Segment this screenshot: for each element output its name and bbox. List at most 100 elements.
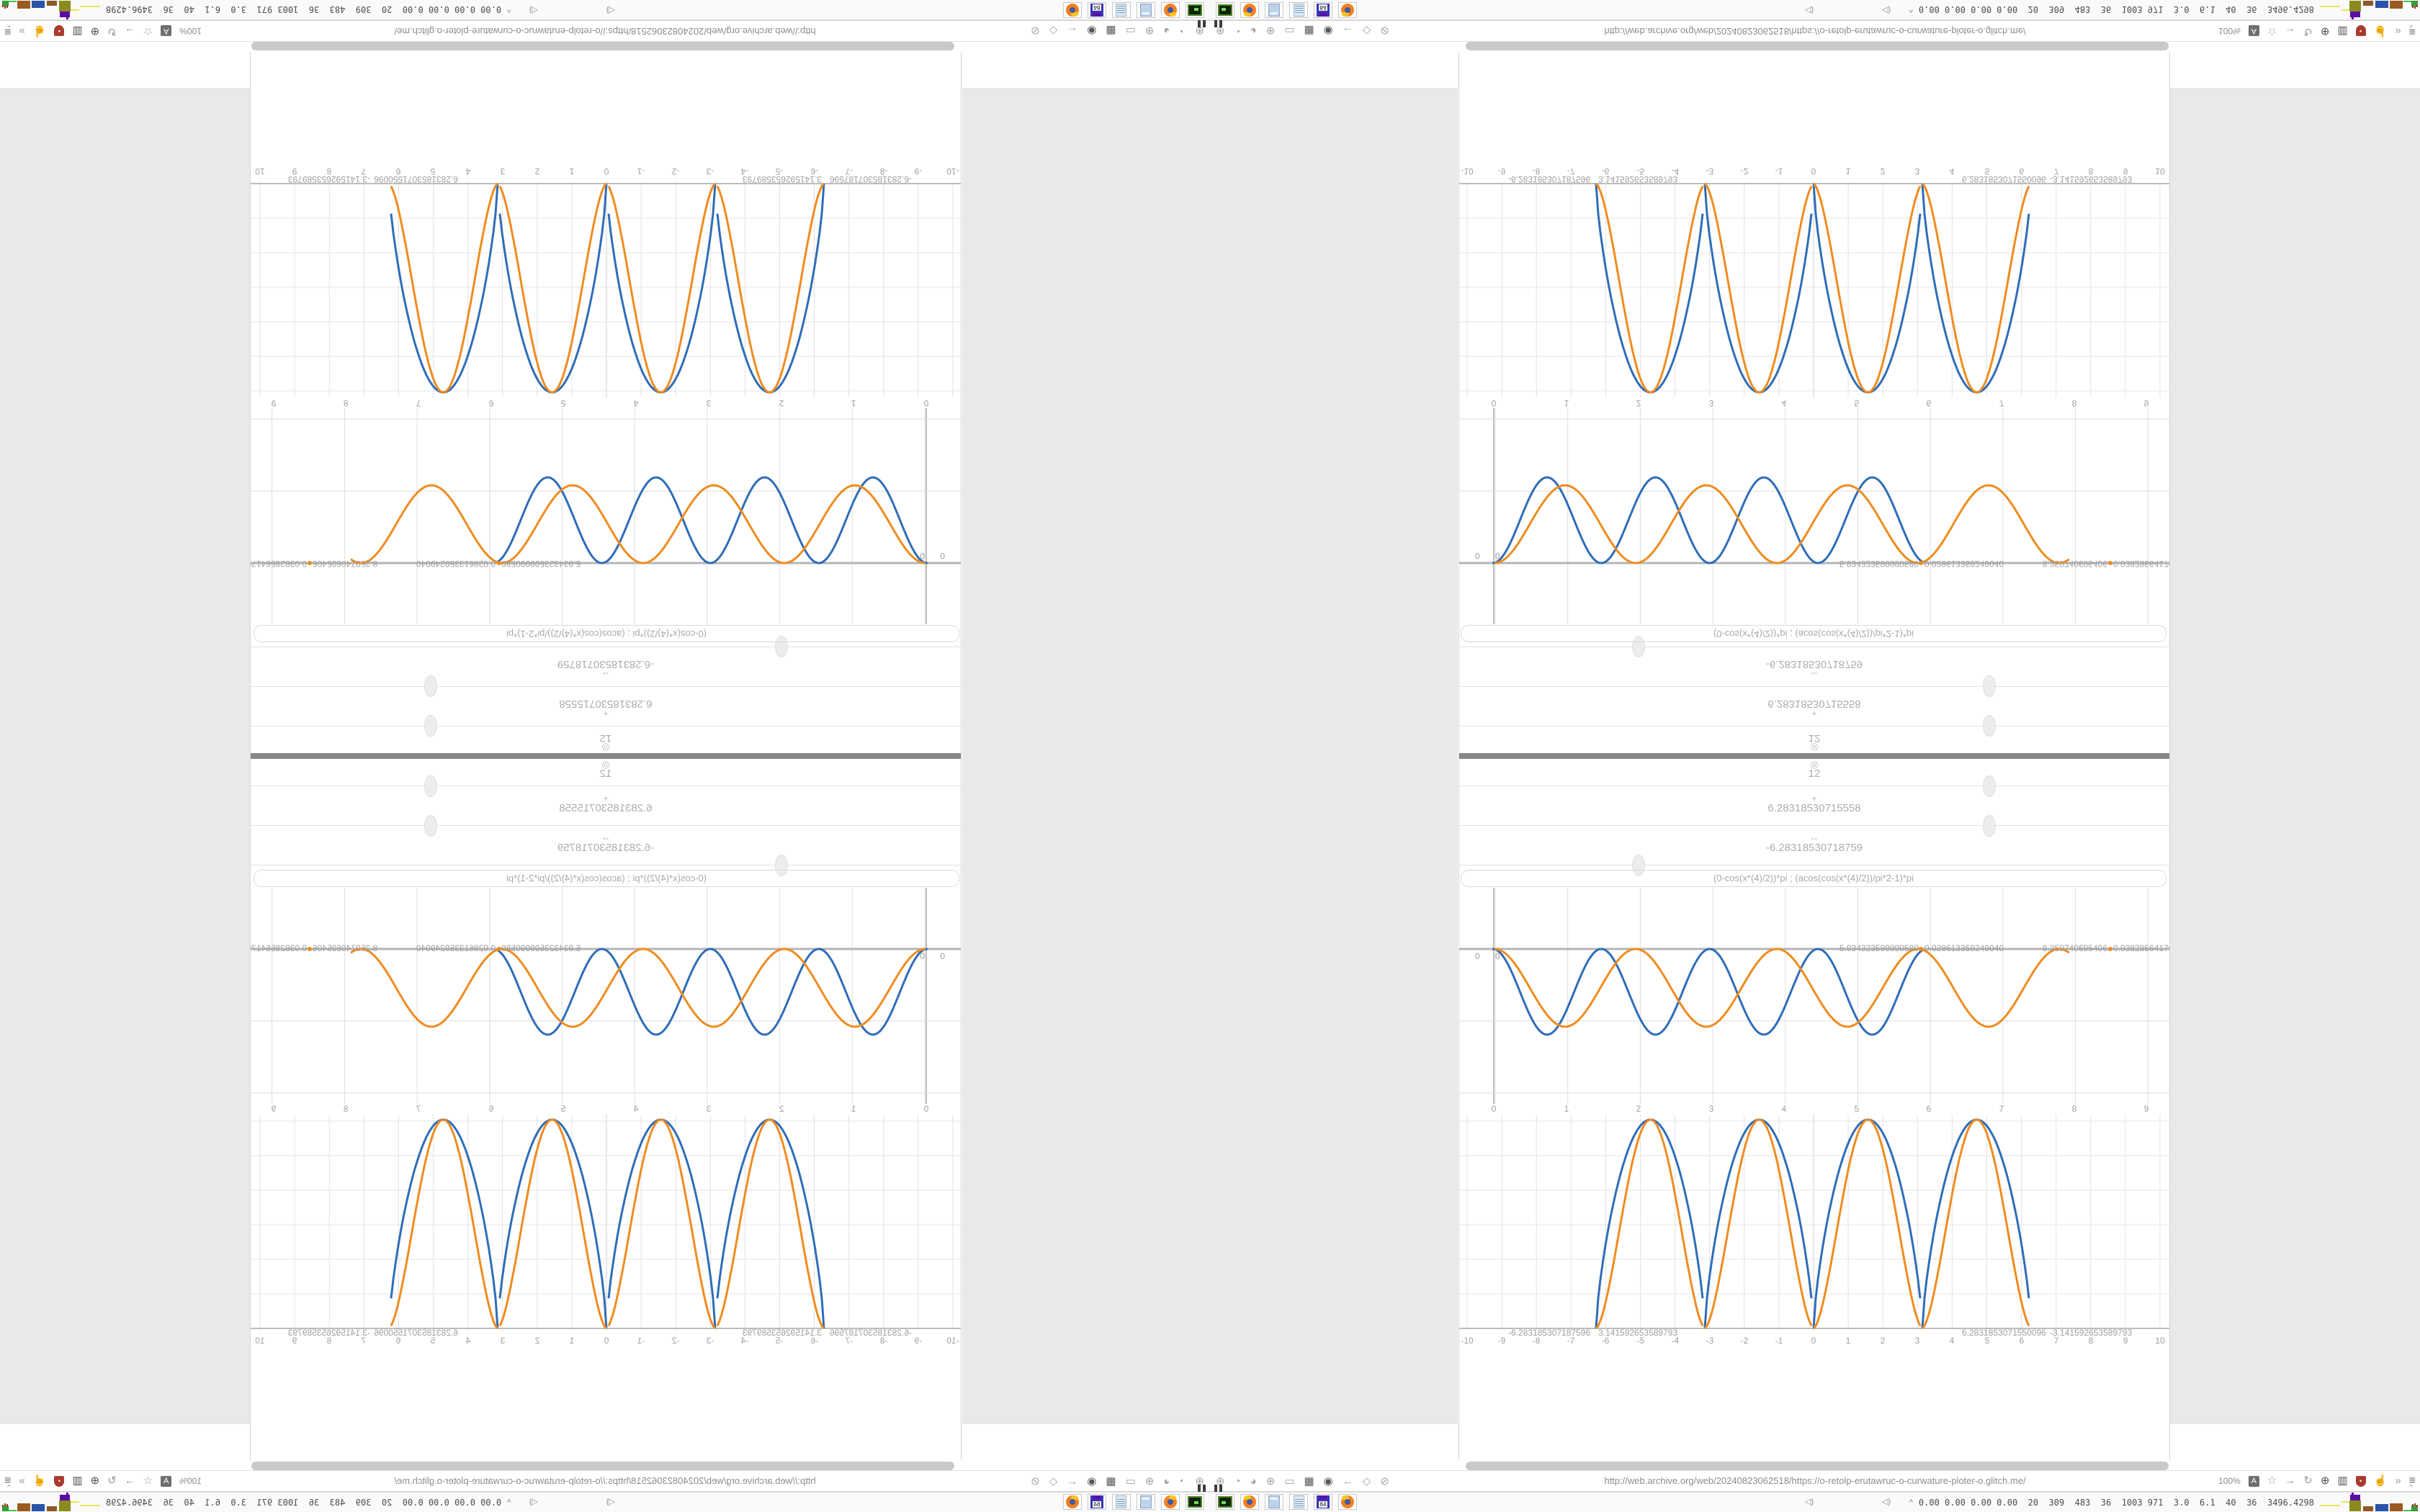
active-tab-bar[interactable]	[251, 1462, 954, 1470]
expression-input[interactable]: (0-cos(x*(4)/2))*pi ; (acos(cos(x*(4)/2)…	[1461, 870, 2166, 887]
launcher-floppy[interactable]: 64	[1314, 2, 1332, 18]
globe-icon[interactable]: ⊕	[90, 25, 100, 37]
launcher-terminal[interactable]	[1186, 1494, 1204, 1510]
person-slash-icon[interactable]: ⊘	[1380, 1475, 1389, 1488]
tray-expand-icon[interactable]: ^	[507, 1498, 511, 1507]
launcher-firefox[interactable]	[1161, 1494, 1180, 1510]
launcher-firefox[interactable]	[1240, 1494, 1259, 1510]
overflow-chevrons-icon[interactable]: »	[2395, 1475, 2401, 1487]
volume-speaker-icon[interactable]: ◁)	[529, 6, 538, 14]
collapse-chevron-icon[interactable]: ^	[7, 20, 11, 28]
volume-speaker-icon[interactable]: ◁)	[1882, 1498, 1891, 1506]
curvature-plot[interactable]	[1459, 408, 2169, 624]
volume-speaker-icon[interactable]: ◁)	[606, 1498, 615, 1506]
translate-icon[interactable]: A	[2248, 1475, 2259, 1487]
launcher-calculator[interactable]	[1137, 2, 1155, 18]
globe-icon[interactable]: ⊕	[2320, 25, 2330, 37]
thumb-extension-icon[interactable]: ☝	[2373, 25, 2388, 37]
tray-expand-icon[interactable]: ^	[507, 5, 511, 14]
slider-track[interactable]	[251, 686, 961, 687]
forward-arrow-icon[interactable]: →	[124, 1475, 135, 1487]
slider-handle[interactable]	[1632, 855, 1645, 876]
launcher-firefox[interactable]	[1240, 2, 1259, 18]
launcher-notepad[interactable]	[1289, 2, 1308, 18]
bookmark-star-icon[interactable]: ☆	[143, 25, 153, 37]
launcher-firefox-2[interactable]	[1063, 1494, 1082, 1510]
adblock-shield-icon[interactable]: •	[54, 25, 65, 37]
active-tab-bar[interactable]	[251, 42, 954, 50]
gauge-right-icon[interactable]: ◕	[1250, 1475, 1257, 1488]
thumb-extension-icon[interactable]: ☝	[32, 25, 47, 37]
hamburger-menu-icon[interactable]: ≡	[2408, 1475, 2416, 1487]
sine-arches-plot[interactable]	[1459, 1115, 2169, 1331]
volume-speaker-icon[interactable]: ◁)	[1805, 1498, 1814, 1506]
slider-track[interactable]	[251, 825, 961, 826]
tray-expand-icon[interactable]: ^	[1909, 1498, 1913, 1507]
launcher-firefox-2[interactable]	[1063, 2, 1082, 18]
zoom-level[interactable]: 100%	[2218, 26, 2241, 36]
overflow-chevrons-icon[interactable]: »	[19, 1475, 25, 1487]
reload-icon[interactable]: ↻	[107, 1475, 117, 1487]
slider-track[interactable]	[1459, 686, 2169, 687]
sine-arches-plot[interactable]	[1459, 181, 2169, 397]
thumb-extension-icon[interactable]: ☝	[2373, 1475, 2388, 1487]
overflow-chevrons-icon[interactable]: »	[2395, 25, 2401, 37]
launcher-firefox-2[interactable]	[1338, 2, 1357, 18]
slider-track[interactable]	[1459, 825, 2169, 826]
thumb-extension-icon[interactable]: ☝	[32, 1475, 47, 1487]
collapse-chevron-icon[interactable]: ^	[2409, 20, 2413, 28]
active-tab-bar[interactable]	[1466, 42, 2169, 50]
trash-icon[interactable]: ▥	[72, 1475, 83, 1487]
volume-speaker-icon[interactable]: ◁)	[529, 1498, 538, 1506]
sine-arches-plot[interactable]	[251, 181, 961, 397]
overflow-chevrons-icon[interactable]: »	[19, 25, 25, 37]
launcher-firefox-2[interactable]	[1338, 1494, 1357, 1510]
launcher-notepad[interactable]	[1289, 1494, 1308, 1510]
expression-input[interactable]: (0-cos(x*(4)/2))*pi ; (acos(cos(x*(4)/2)…	[1461, 625, 2166, 642]
zoom-level[interactable]: 100%	[179, 26, 202, 36]
launcher-terminal[interactable]	[1186, 2, 1204, 18]
translate-icon[interactable]: A	[161, 1475, 172, 1487]
globe-icon[interactable]: ⊕	[90, 1475, 100, 1487]
reload-icon[interactable]: ↻	[2303, 1475, 2313, 1487]
adblock-shield-icon[interactable]: •	[2355, 1475, 2366, 1487]
forward-arrow-icon[interactable]: →	[2285, 1475, 2296, 1487]
reload-icon[interactable]: ↻	[2303, 25, 2313, 37]
adblock-shield-icon[interactable]: •	[2355, 25, 2366, 37]
bookmark-star-icon[interactable]: ☆	[143, 1475, 153, 1487]
volume-speaker-icon[interactable]: ◁)	[1882, 6, 1891, 14]
back-arrow-icon[interactable]: ←	[1342, 1475, 1353, 1488]
forward-arrow-icon[interactable]: →	[2285, 25, 2296, 37]
trash-icon[interactable]: ▦	[1304, 1475, 1314, 1488]
tray-expand-icon[interactable]: ^	[1909, 5, 1913, 14]
curvature-plot[interactable]	[251, 408, 961, 624]
launcher-terminal[interactable]	[1216, 1494, 1234, 1510]
collapse-chevron-icon[interactable]: ^	[2409, 1484, 2413, 1492]
globe-icon[interactable]: ⊕	[1216, 1475, 1225, 1488]
active-tab-bar[interactable]	[1466, 1462, 2169, 1470]
slider-track-seam[interactable]	[1459, 756, 2169, 759]
launcher-firefox[interactable]	[1161, 2, 1180, 18]
trash-icon[interactable]: ▥	[2337, 25, 2348, 37]
translate-icon[interactable]: A	[161, 25, 172, 37]
translate-icon[interactable]: A	[2248, 25, 2259, 37]
zoom-level[interactable]: 100%	[2218, 1476, 2241, 1486]
slider-handle[interactable]	[1983, 775, 1996, 797]
launcher-floppy[interactable]: 64	[1088, 1494, 1106, 1510]
shield-outline-icon[interactable]: ◇	[1362, 1475, 1371, 1488]
globe-icon[interactable]: ⊕	[1265, 1475, 1276, 1488]
bookmark-star-icon[interactable]: ☆	[2267, 25, 2277, 37]
launcher-calculator[interactable]	[1265, 2, 1283, 18]
trash-icon[interactable]: ▥	[72, 25, 83, 37]
launcher-calculator[interactable]	[1265, 1494, 1283, 1510]
expression-input[interactable]: (0-cos(x*(4)/2))*pi ; (acos(cos(x*(4)/2)…	[254, 625, 959, 642]
launcher-floppy[interactable]: 64	[1088, 2, 1106, 18]
sine-arches-plot[interactable]	[251, 1115, 961, 1331]
badge-icon[interactable]: ◉	[1323, 1475, 1333, 1488]
url-field[interactable]: http://web.archive.org/web/2024082306251…	[1604, 1475, 2026, 1486]
volume-speaker-icon[interactable]: ◁)	[1805, 6, 1814, 14]
volume-speaker-icon[interactable]: ◁)	[606, 6, 615, 14]
slider-handle[interactable]	[1983, 815, 1996, 837]
globe-icon[interactable]: ⊕	[2320, 1475, 2330, 1487]
collapse-chevron-icon[interactable]: ^	[7, 1484, 11, 1492]
